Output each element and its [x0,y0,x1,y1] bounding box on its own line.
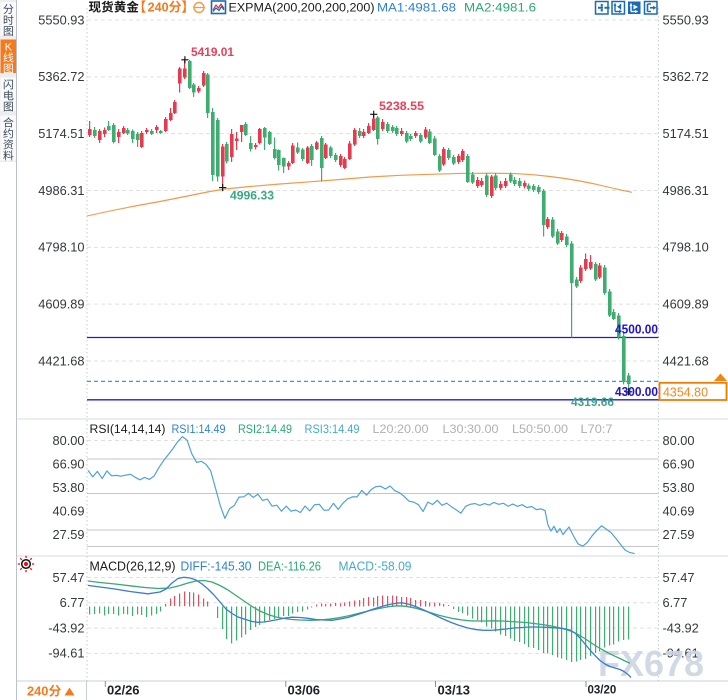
svg-text:03/20: 03/20 [588,685,617,697]
svg-text:EXPMA(200,200,200,200): EXPMA(200,200,200,200) [229,1,375,15]
svg-text:5362.72: 5362.72 [38,69,84,84]
svg-text:4300.00: 4300.00 [615,385,658,399]
svg-text:6.77: 6.77 [663,595,688,610]
svg-text:MACD:-58.09: MACD:-58.09 [339,560,412,574]
svg-text:57.47: 57.47 [52,570,84,585]
svg-text:66.90: 66.90 [663,456,695,471]
svg-text:DIFF:-145.30: DIFF:-145.30 [181,560,252,574]
svg-text:03/06: 03/06 [288,682,321,697]
svg-text:5550.93: 5550.93 [663,12,709,27]
svg-text:4798.10: 4798.10 [38,240,84,255]
svg-text:L30:30.00: L30:30.00 [443,422,499,436]
svg-text:5174.51: 5174.51 [663,126,709,141]
svg-text:MA2:4981.6: MA2:4981.6 [464,1,536,15]
svg-text:5550.93: 5550.93 [38,12,84,27]
svg-text:53.80: 53.80 [663,480,695,495]
svg-text:4609.89: 4609.89 [38,296,84,311]
svg-text:RSI3:14.49: RSI3:14.49 [305,422,360,436]
svg-text:57.47: 57.47 [663,570,695,585]
svg-text:03/13: 03/13 [438,682,471,697]
svg-text:4798.10: 4798.10 [663,240,709,255]
svg-text:240: 240 [148,1,169,15]
svg-text:4421.68: 4421.68 [663,353,709,368]
svg-text:MA1:4981.68: MA1:4981.68 [377,1,456,15]
svg-text:5419.01: 5419.01 [191,45,234,59]
svg-text:40.69: 40.69 [52,503,84,518]
svg-text:53.80: 53.80 [52,480,84,495]
svg-text:4609.89: 4609.89 [663,296,709,311]
svg-text:4421.68: 4421.68 [38,353,84,368]
svg-text:L20:20.00: L20:20.00 [373,422,429,436]
svg-text:-43.92: -43.92 [48,620,84,635]
svg-text:-43.92: -43.92 [663,620,699,635]
svg-text:6.77: 6.77 [60,595,85,610]
svg-text:66.90: 66.90 [52,456,84,471]
svg-text:RSI(14,14,14): RSI(14,14,14) [90,422,166,436]
svg-text:4354.80: 4354.80 [663,384,708,399]
svg-text:02/26: 02/26 [107,682,140,697]
svg-text:80.00: 80.00 [663,433,695,448]
svg-text:4986.31: 4986.31 [663,183,709,198]
svg-text:5238.55: 5238.55 [379,99,424,113]
svg-text:5362.72: 5362.72 [663,69,709,84]
svg-text:4500.00: 4500.00 [615,323,658,337]
svg-text:80.00: 80.00 [52,433,84,448]
svg-text:-94.61: -94.61 [663,646,699,661]
svg-text:4996.33: 4996.33 [230,188,274,202]
svg-text:DEA:-116.26: DEA:-116.26 [258,560,321,574]
svg-text:240: 240 [27,684,48,699]
svg-text:MACD(26,12,9): MACD(26,12,9) [90,560,176,574]
svg-text:4319.66: 4319.66 [571,395,614,409]
svg-text:-94.61: -94.61 [48,646,84,661]
svg-text:5174.51: 5174.51 [38,126,84,141]
svg-text:RSI2:14.49: RSI2:14.49 [238,422,292,436]
svg-text:FX678: FX678 [598,643,704,684]
svg-text:40.69: 40.69 [663,503,695,518]
svg-text:K: K [5,42,13,54]
svg-text:4986.31: 4986.31 [38,183,84,198]
svg-text:RSI1:14.49: RSI1:14.49 [172,422,226,436]
svg-text:27.59: 27.59 [663,527,695,542]
svg-text:27.59: 27.59 [52,527,84,542]
svg-text:L70:7: L70:7 [581,422,613,436]
svg-text:L50:50.00: L50:50.00 [512,422,568,436]
